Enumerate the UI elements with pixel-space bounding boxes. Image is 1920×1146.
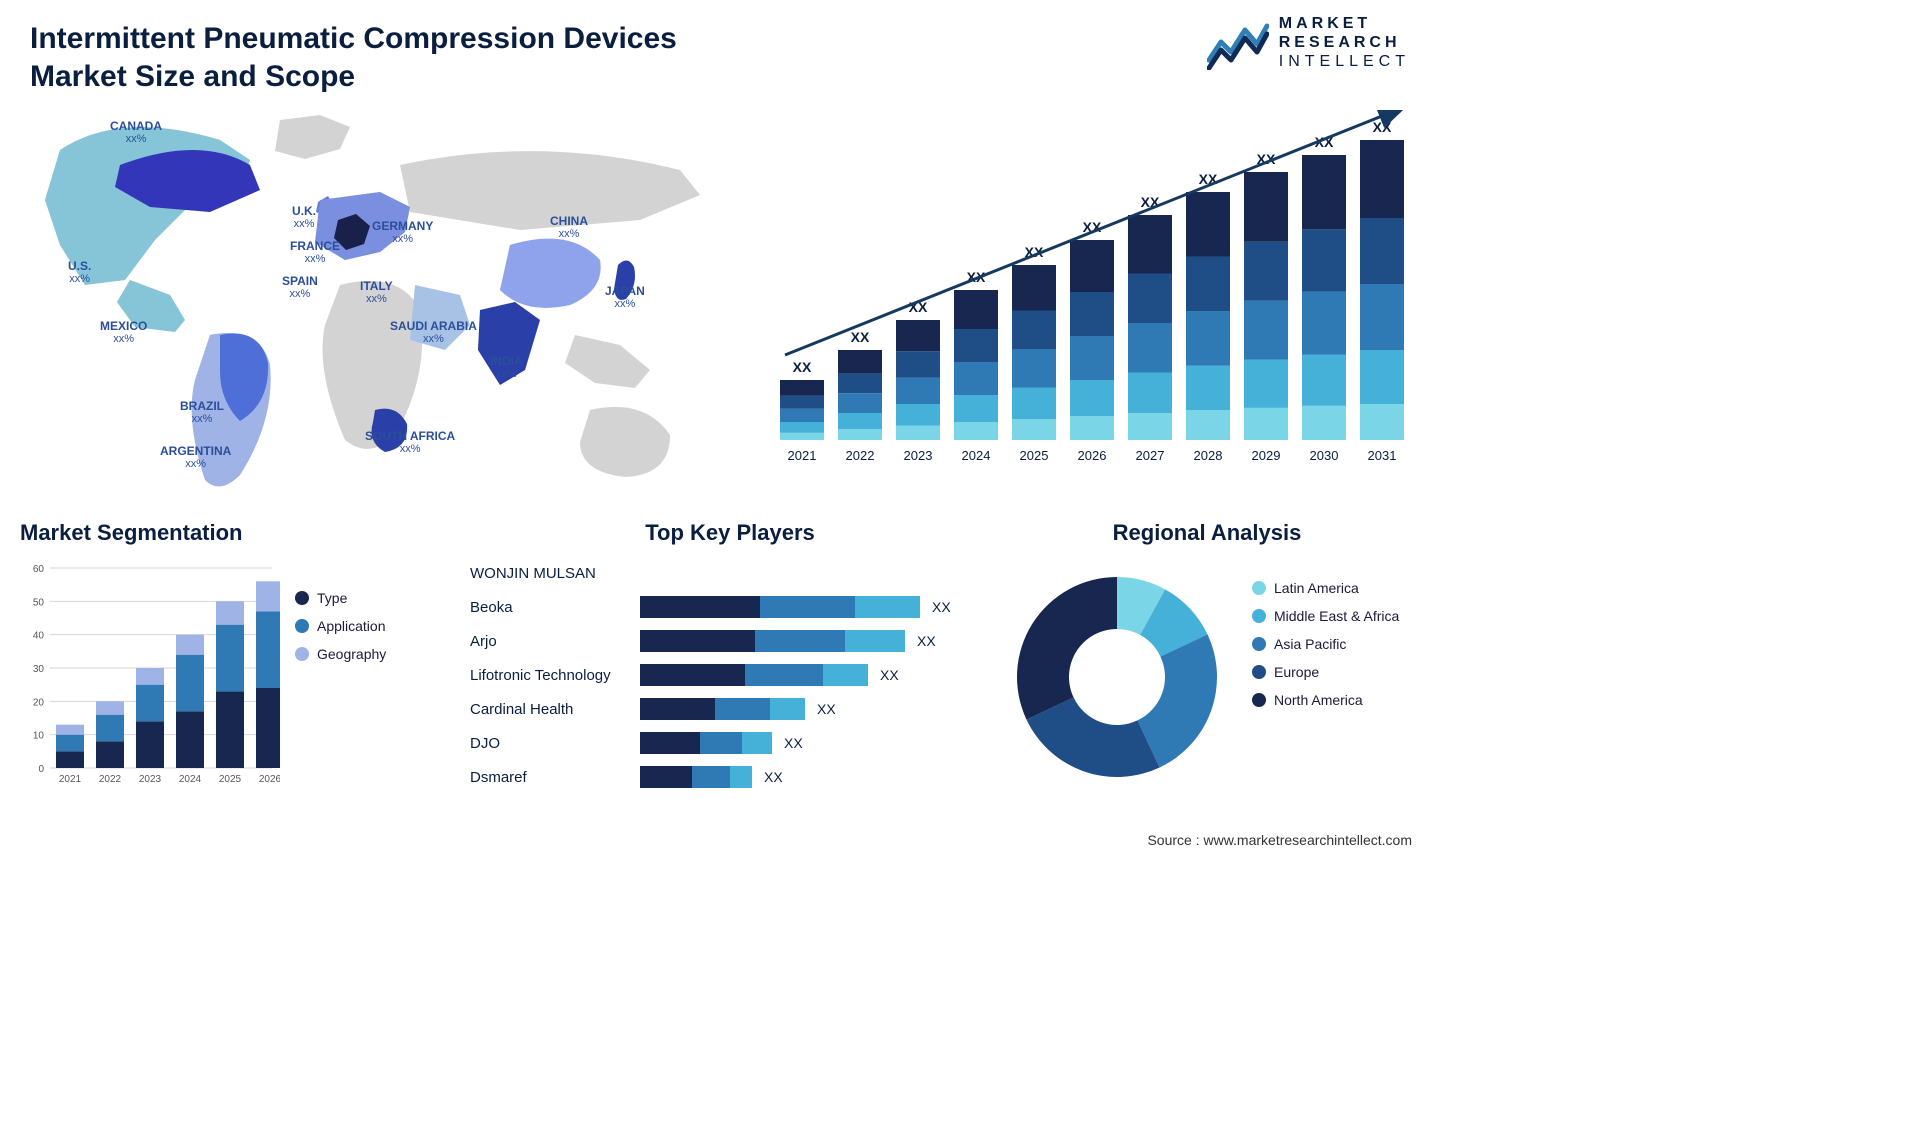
world-map: CANADAxx% U.S.xx% MEXICOxx% BRAZILxx% ARGENT… (20, 110, 720, 510)
country-label: BRAZILxx% (180, 400, 224, 425)
logo-line1: MARKET (1279, 14, 1410, 33)
player-bar (640, 630, 905, 652)
player-row: Dsmaref XX (470, 760, 990, 794)
country-label: SAUDI ARABIAxx% (390, 320, 477, 345)
svg-text:2028: 2028 (1194, 448, 1223, 463)
svg-text:2021: 2021 (788, 448, 817, 463)
segmentation-chart: 0 10 20 30 40 50 60 2021 2022 2023 2024 2025 2026 (20, 560, 280, 800)
svg-text:50: 50 (33, 597, 45, 608)
player-name: DJO (470, 735, 640, 752)
svg-text:XX: XX (851, 329, 870, 345)
player-bar (640, 664, 868, 686)
svg-text:2025: 2025 (1020, 448, 1049, 463)
player-value: XX (880, 667, 899, 683)
player-name: Beoka (470, 599, 640, 616)
svg-text:2025: 2025 (219, 774, 242, 785)
player-bar (640, 596, 920, 618)
segmentation-title: Market Segmentation (20, 520, 450, 546)
legend-item: Europe (1252, 664, 1399, 680)
player-value: XX (764, 769, 783, 785)
country-label: CHINAxx% (550, 215, 588, 240)
player-value: XX (917, 633, 936, 649)
country-label: ARGENTINAxx% (160, 445, 231, 470)
legend-item: Type (295, 590, 386, 606)
svg-text:60: 60 (33, 564, 45, 575)
brand-logo: MARKET RESEARCH INTELLECT (1207, 14, 1410, 72)
svg-text:2031: 2031 (1368, 448, 1397, 463)
page-title: Intermittent Pneumatic Compression Devic… (30, 20, 770, 95)
player-row: Arjo XX (470, 624, 990, 658)
svg-text:2024: 2024 (962, 448, 991, 463)
svg-text:2021: 2021 (59, 774, 82, 785)
player-bar (640, 698, 805, 720)
svg-text:0: 0 (38, 764, 44, 775)
country-label: U.S.xx% (68, 260, 91, 285)
players-header: WONJIN MULSAN (470, 556, 990, 590)
player-name: Lifotronic Technology (470, 667, 640, 684)
svg-text:XX: XX (793, 359, 812, 375)
country-label: MEXICOxx% (100, 320, 147, 345)
country-label: U.K.xx% (292, 205, 316, 230)
player-value: XX (932, 599, 951, 615)
svg-text:2022: 2022 (99, 774, 122, 785)
country-label: JAPANxx% (605, 285, 645, 310)
svg-text:2029: 2029 (1252, 448, 1281, 463)
country-label: SOUTH AFRICAxx% (365, 430, 455, 455)
logo-mark-icon (1207, 16, 1269, 70)
players-chart: WONJIN MULSANBeokaXXArjoXXLifotronic Tec… (470, 556, 990, 816)
svg-text:2024: 2024 (179, 774, 202, 785)
svg-text:2023: 2023 (139, 774, 162, 785)
player-bar (640, 732, 772, 754)
legend-item: Geography (295, 646, 386, 662)
legend-item: Asia Pacific (1252, 636, 1399, 652)
player-row: Cardinal Health XX (470, 692, 990, 726)
svg-text:2026: 2026 (1078, 448, 1107, 463)
legend-item: Application (295, 618, 386, 634)
svg-text:2022: 2022 (846, 448, 875, 463)
svg-text:2023: 2023 (904, 448, 933, 463)
legend-item: North America (1252, 692, 1399, 708)
svg-text:2030: 2030 (1310, 448, 1339, 463)
regional-title: Regional Analysis (1002, 520, 1412, 546)
player-value: XX (817, 701, 836, 717)
legend-item: Middle East & Africa (1252, 608, 1399, 624)
svg-text:40: 40 (33, 631, 45, 642)
country-label: GERMANYxx% (372, 220, 433, 245)
svg-text:2026: 2026 (259, 774, 280, 785)
player-value: XX (784, 735, 803, 751)
top-key-players: Top Key Players WONJIN MULSANBeokaXXArjo… (470, 520, 990, 820)
players-title: Top Key Players (470, 520, 990, 546)
logo-line3: INTELLECT (1279, 52, 1410, 71)
svg-text:30: 30 (33, 664, 45, 675)
regional-legend: Latin America Middle East & Africa Asia Pa… (1252, 580, 1399, 720)
svg-text:20: 20 (33, 697, 45, 708)
svg-text:XX: XX (1373, 119, 1392, 135)
segmentation-legend: Type Application Geography (295, 590, 386, 674)
player-name: Cardinal Health (470, 701, 640, 718)
country-label: FRANCExx% (290, 240, 340, 265)
player-bar (640, 766, 752, 788)
source-attribution: Source : www.marketresearchintellect.com (1147, 832, 1412, 848)
logo-line2: RESEARCH (1279, 33, 1410, 52)
legend-item: Latin America (1252, 580, 1399, 596)
country-label: CANADAxx% (110, 120, 162, 145)
growth-chart: XX2021XX2022XX2023XX2024XX2025XX2026XX20… (770, 110, 1410, 480)
player-row: Lifotronic Technology XX (470, 658, 990, 692)
country-label: INDIAxx% (490, 355, 523, 380)
player-name: Arjo (470, 633, 640, 650)
player-name: Dsmaref (470, 769, 640, 786)
svg-text:10: 10 (33, 731, 45, 742)
country-label: ITALYxx% (360, 280, 393, 305)
player-row: Beoka XX (470, 590, 990, 624)
market-segmentation: Market Segmentation 0 10 20 30 40 50 60 2021 202… (20, 520, 450, 810)
regional-analysis: Regional Analysis Latin America Middle Ea… (1002, 520, 1412, 820)
country-label: SPAINxx% (282, 275, 318, 300)
regional-donut (1002, 562, 1232, 792)
player-row: DJO XX (470, 726, 990, 760)
svg-text:2027: 2027 (1136, 448, 1165, 463)
